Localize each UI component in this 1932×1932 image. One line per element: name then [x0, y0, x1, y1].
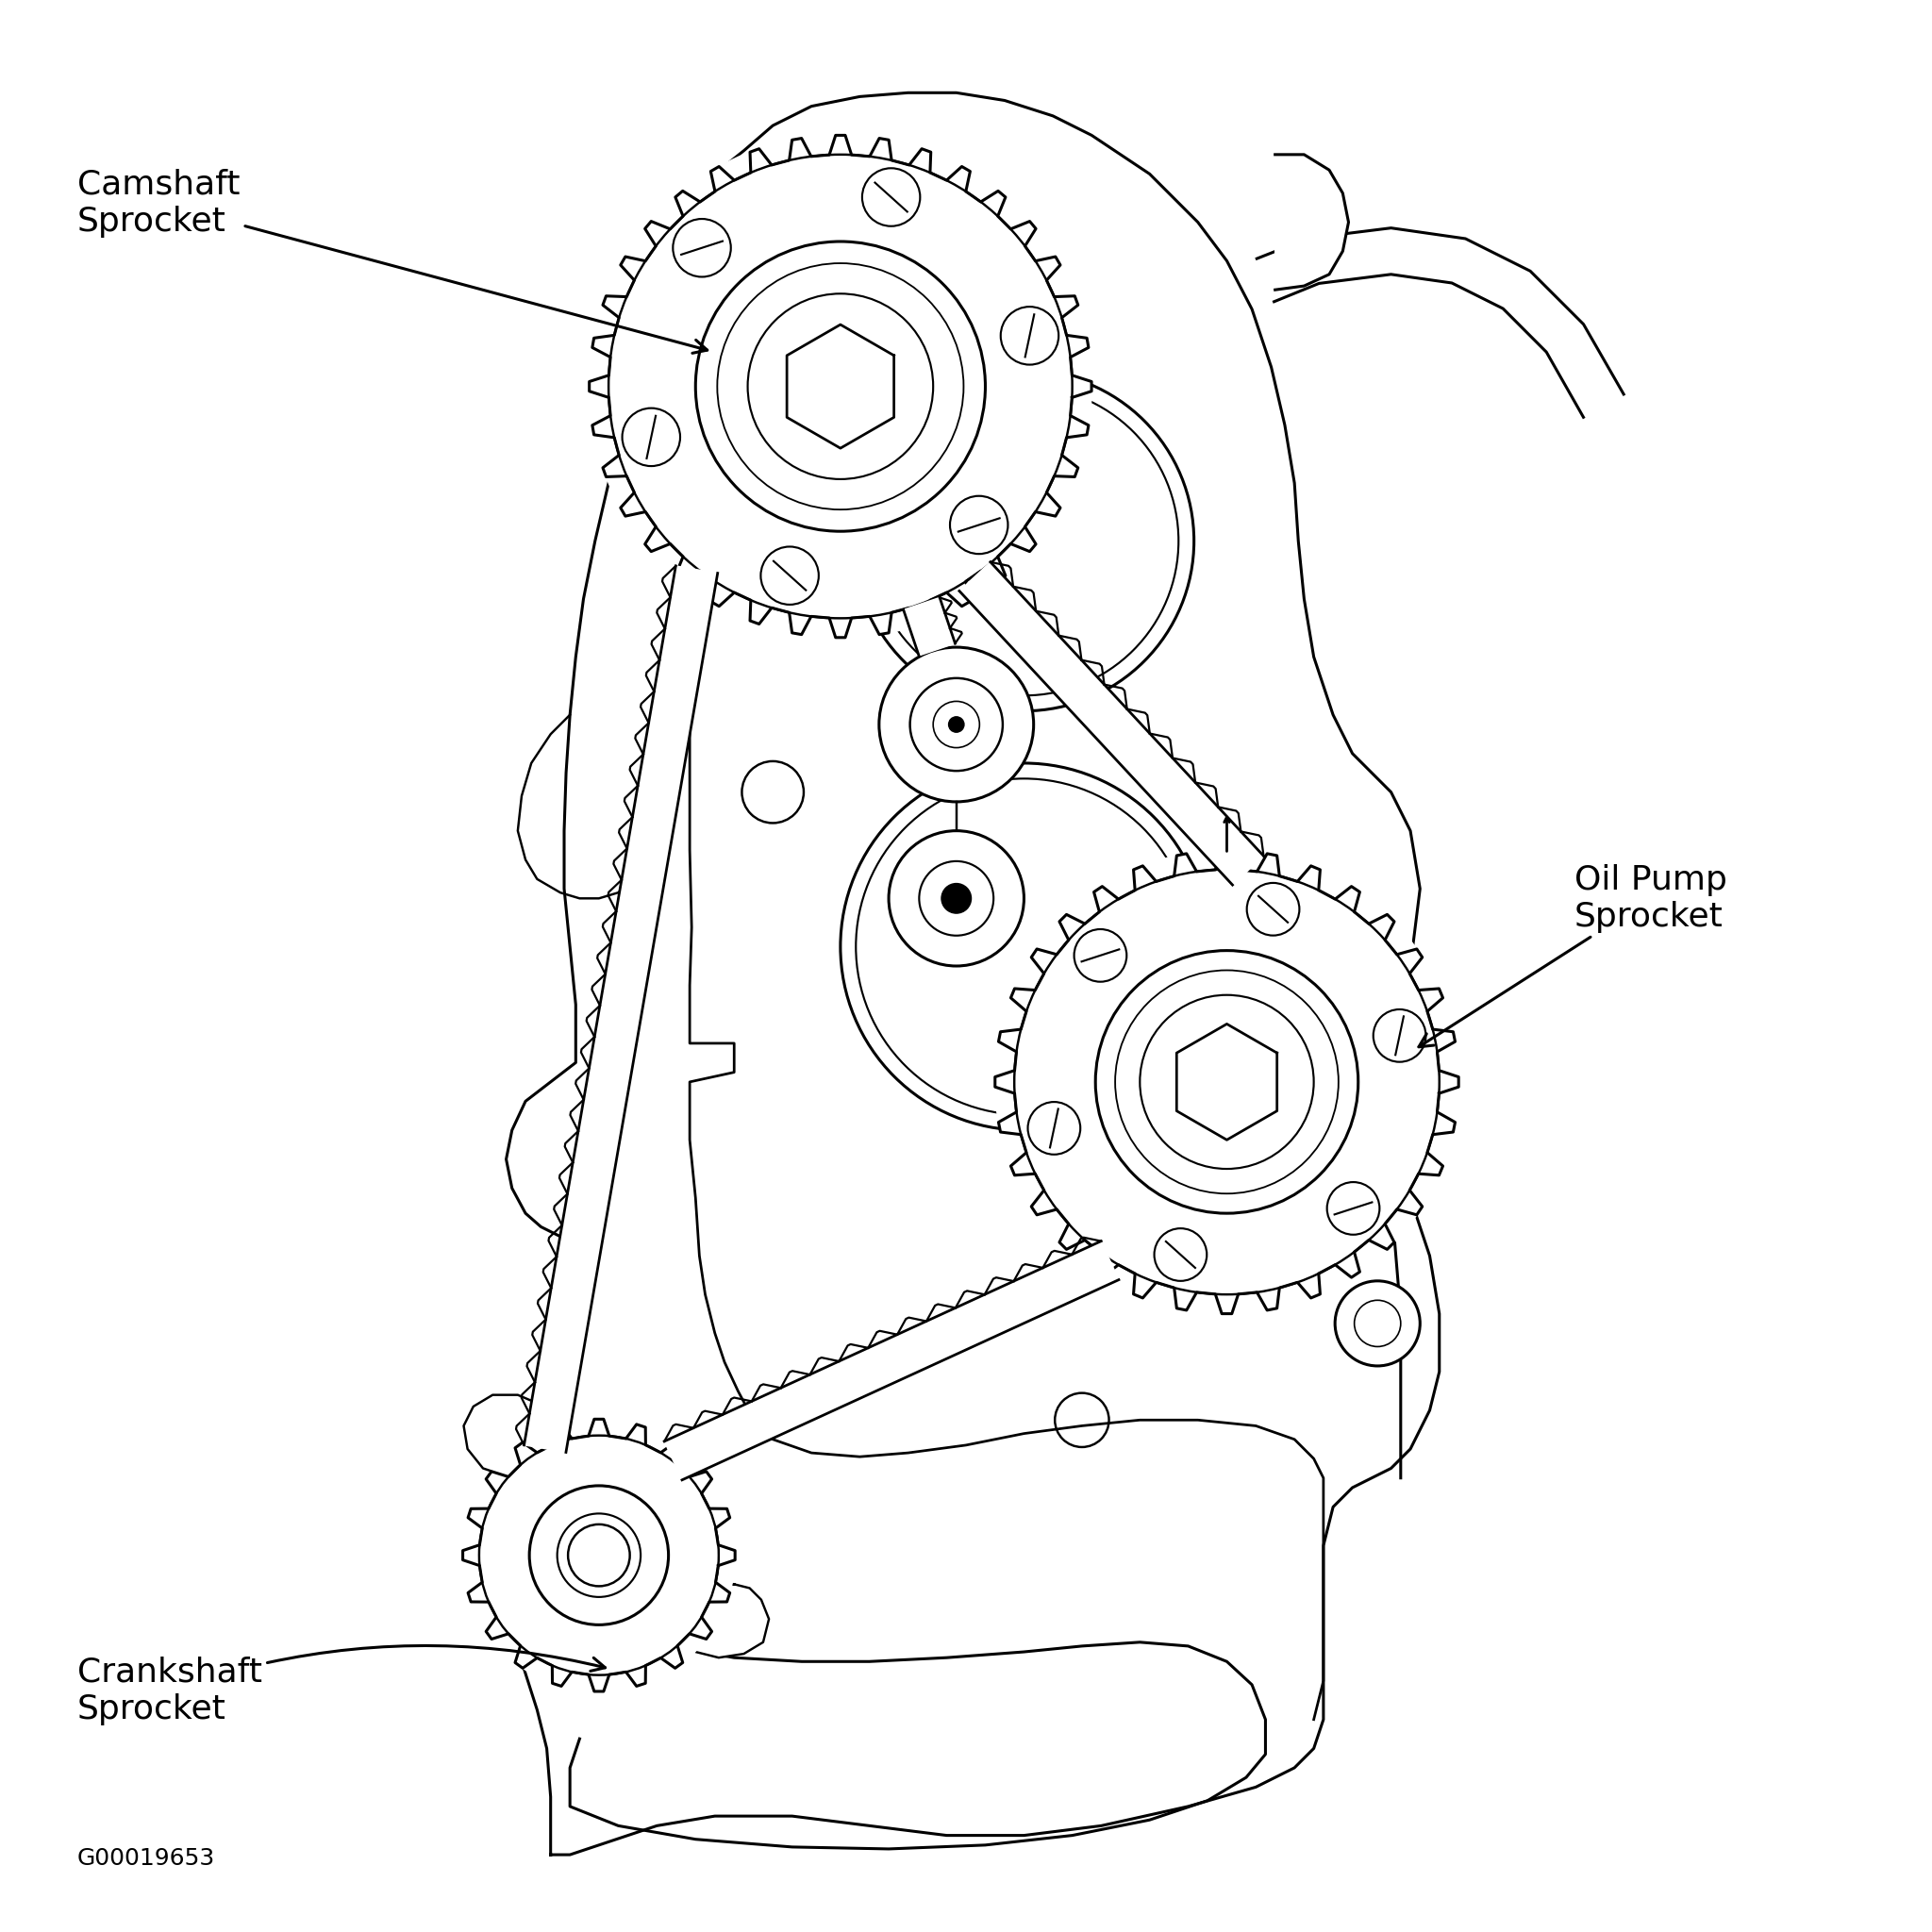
Text: Crankshaft
Sprocket: Crankshaft Sprocket — [77, 1646, 605, 1725]
Polygon shape — [1275, 155, 1349, 290]
Circle shape — [941, 883, 972, 914]
Circle shape — [1001, 307, 1059, 365]
Circle shape — [879, 647, 1034, 802]
Circle shape — [622, 408, 680, 466]
Circle shape — [1153, 1229, 1208, 1281]
Circle shape — [1246, 883, 1300, 935]
Polygon shape — [506, 93, 1439, 1855]
Polygon shape — [1177, 1024, 1277, 1140]
Circle shape — [1374, 1009, 1426, 1063]
Circle shape — [951, 497, 1009, 554]
Circle shape — [464, 1418, 736, 1692]
Circle shape — [933, 701, 980, 748]
Circle shape — [840, 763, 1208, 1130]
Polygon shape — [786, 325, 895, 448]
Text: G00019653: G00019653 — [77, 1847, 214, 1870]
Circle shape — [910, 678, 1003, 771]
Circle shape — [1028, 1101, 1080, 1155]
Text: Oil Pump
Sprocket: Oil Pump Sprocket — [1418, 864, 1727, 1047]
Circle shape — [854, 371, 1194, 711]
Polygon shape — [665, 1240, 1119, 1480]
Polygon shape — [904, 597, 954, 655]
Circle shape — [761, 547, 819, 605]
Polygon shape — [676, 1584, 769, 1658]
Circle shape — [862, 168, 920, 226]
Circle shape — [672, 218, 730, 276]
Circle shape — [568, 1524, 630, 1586]
Circle shape — [1327, 1182, 1379, 1235]
Circle shape — [995, 850, 1459, 1314]
Circle shape — [1335, 1281, 1420, 1366]
Circle shape — [1095, 951, 1358, 1213]
Polygon shape — [524, 566, 717, 1453]
Text: Camshaft
Sprocket: Camshaft Sprocket — [77, 168, 707, 354]
Circle shape — [889, 831, 1024, 966]
Circle shape — [1074, 929, 1126, 981]
Circle shape — [949, 717, 964, 732]
Circle shape — [696, 242, 985, 531]
Polygon shape — [960, 562, 1264, 885]
Polygon shape — [464, 1395, 560, 1478]
Circle shape — [589, 135, 1092, 638]
